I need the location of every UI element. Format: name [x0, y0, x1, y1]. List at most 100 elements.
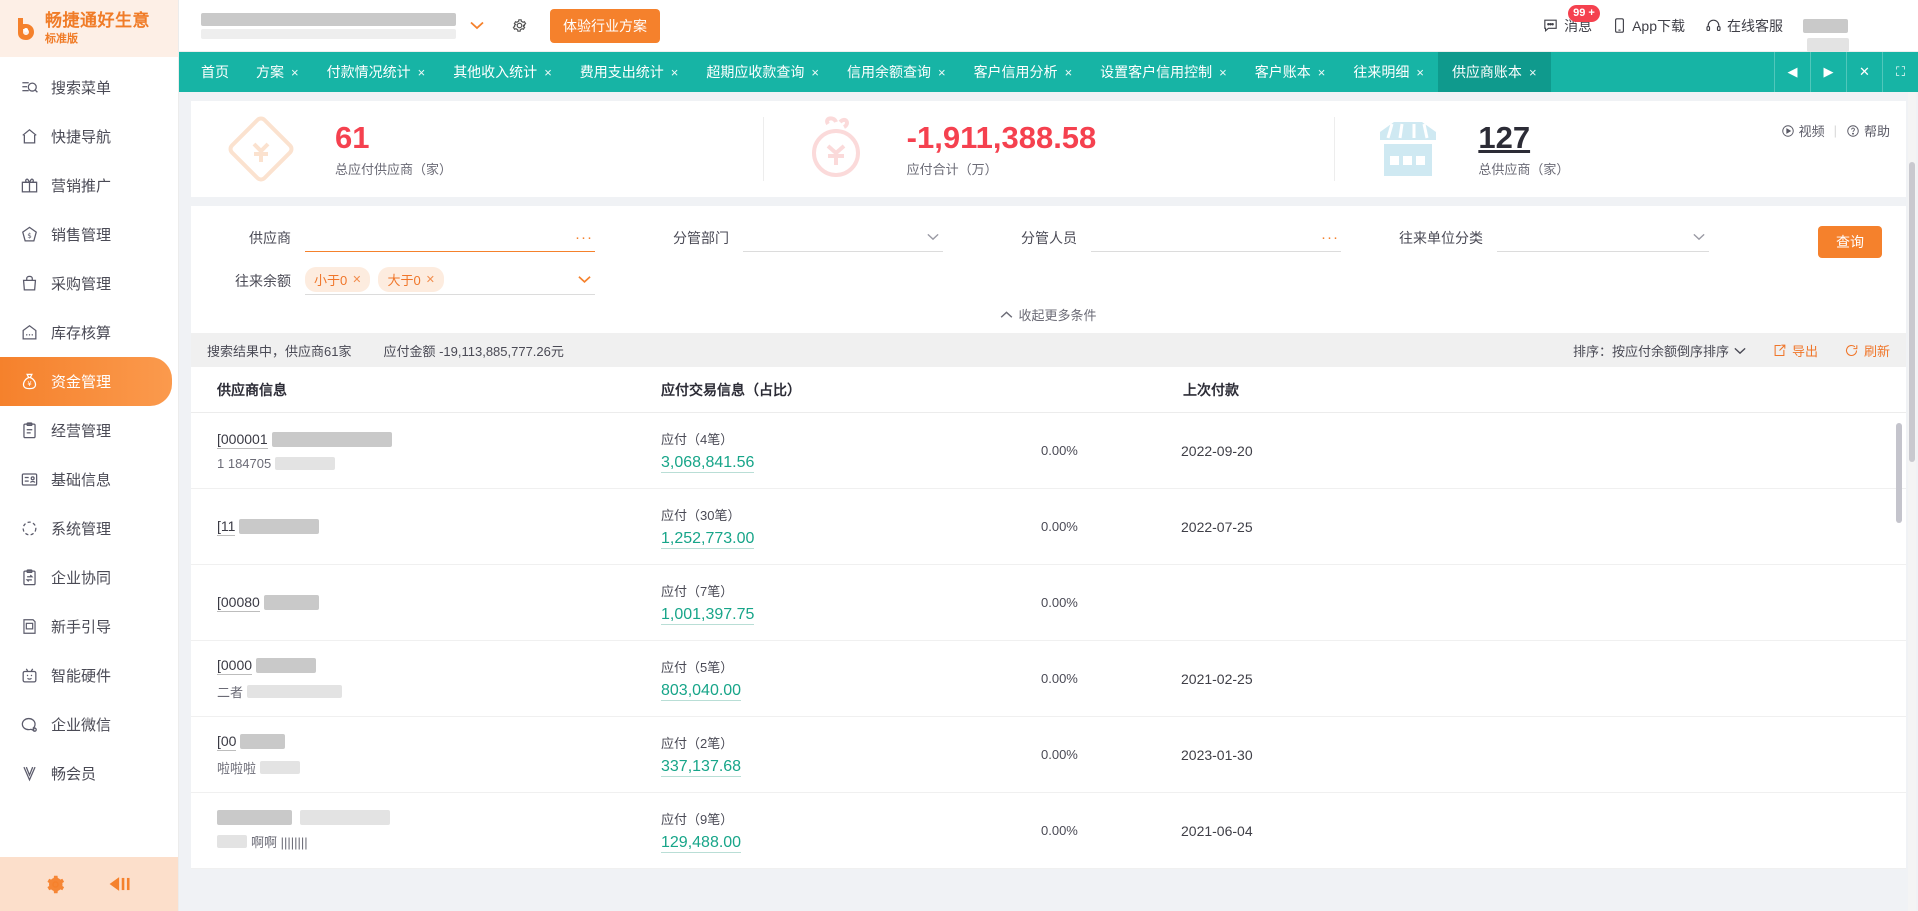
- supplier-code[interactable]: [000001: [217, 431, 661, 449]
- tab-scroll-right-icon[interactable]: ▶: [1810, 52, 1846, 92]
- sidebar-item-fund-management[interactable]: ¥ 资金管理: [0, 357, 172, 406]
- experience-industry-solution-button[interactable]: 体验行业方案: [550, 8, 660, 43]
- filter-control[interactable]: ···: [305, 222, 595, 252]
- messages-button[interactable]: 消息 99 +: [1542, 4, 1600, 36]
- tab-transaction-details[interactable]: 往来明细 ×: [1339, 52, 1438, 92]
- chevron-down-icon[interactable]: [927, 230, 939, 244]
- sidebar-item-smart-device[interactable]: 智能硬件: [0, 651, 178, 700]
- sidebar-item-wechat-work[interactable]: 企业微信: [0, 700, 178, 749]
- video-link[interactable]: 视频: [1781, 121, 1825, 140]
- tab-supplier-ledger[interactable]: 供应商账本 ×: [1437, 52, 1551, 92]
- table-row[interactable]: [000001 1 184705 应付（4笔） 3,068,841.56 0.0…: [191, 413, 1906, 489]
- tab-customer-credit-analysis[interactable]: 客户信用分析 ×: [960, 52, 1087, 92]
- chevron-down-icon[interactable]: [1693, 230, 1705, 244]
- filter-control[interactable]: [743, 222, 943, 252]
- collapse-more-conditions-button[interactable]: 收起更多条件: [1000, 305, 1097, 324]
- close-icon[interactable]: ×: [1317, 64, 1326, 80]
- page-scrollbar-thumb[interactable]: [1909, 162, 1915, 462]
- payable-amount[interactable]: 3,068,841.56: [661, 453, 755, 473]
- tab-expense-stats[interactable]: 费用支出统计 ×: [566, 52, 693, 92]
- filter-control[interactable]: [1497, 222, 1709, 252]
- close-icon[interactable]: ✕: [352, 274, 362, 286]
- close-icon[interactable]: ✕: [425, 274, 435, 286]
- manager-input[interactable]: ···: [1091, 222, 1341, 252]
- payable-amount[interactable]: 803,040.00: [661, 681, 742, 701]
- help-link[interactable]: 帮助: [1846, 121, 1890, 140]
- tab-credit-balance-query[interactable]: 信用余额查询 ×: [833, 52, 960, 92]
- sidebar-item-operations[interactable]: 经营管理: [0, 406, 178, 455]
- tab-overdue-receivable-query[interactable]: 超期应收款查询 ×: [692, 52, 833, 92]
- sidebar-item-sales[interactable]: $ 销售管理: [0, 210, 178, 259]
- sidebar-item-new-guide[interactable]: 新手引导: [0, 602, 178, 651]
- collapse-sidebar-icon[interactable]: [107, 875, 133, 893]
- department-select[interactable]: [743, 222, 943, 252]
- table-row[interactable]: 啊啊 |||||||| 应付（9笔） 129,488.00 0.00% 2021…: [191, 793, 1906, 869]
- query-button[interactable]: 查询: [1818, 226, 1882, 258]
- close-icon[interactable]: ×: [544, 64, 552, 80]
- filter-tag-greater-than-zero[interactable]: 大于0 ✕: [378, 267, 444, 292]
- tab-home[interactable]: 首页: [179, 52, 242, 92]
- tab-customer-ledger[interactable]: 客户账本 ×: [1241, 52, 1340, 92]
- filter-control[interactable]: ···: [1091, 222, 1341, 252]
- close-icon[interactable]: ×: [417, 64, 426, 80]
- sidebar-item-quick-nav[interactable]: 快捷导航: [0, 112, 178, 161]
- unit-category-select[interactable]: [1497, 222, 1709, 252]
- payable-amount[interactable]: 129,488.00: [661, 833, 742, 853]
- sidebar-item-basic-info[interactable]: 基础信息: [0, 455, 178, 504]
- gear-icon[interactable]: [511, 17, 528, 34]
- app-download-button[interactable]: App下载: [1612, 16, 1685, 36]
- close-icon[interactable]: ×: [1219, 64, 1227, 80]
- close-icon[interactable]: ×: [291, 64, 299, 80]
- payable-amount[interactable]: 1,252,773.00: [661, 529, 755, 549]
- sort-selector[interactable]: 排序：按应付余额倒序排序: [1573, 341, 1746, 360]
- export-button[interactable]: 导出: [1772, 341, 1818, 360]
- filter-tag-less-than-zero[interactable]: 小于0 ✕: [305, 267, 371, 292]
- close-icon[interactable]: ×: [1416, 64, 1424, 80]
- table-row[interactable]: [11 应付（30笔） 1,252,773.00 0.00% 2022-07-2…: [191, 489, 1906, 565]
- tab-scroll-left-icon[interactable]: ◀: [1774, 52, 1810, 92]
- tab-scheme[interactable]: 方案 ×: [242, 52, 313, 92]
- sidebar-item-vip-member[interactable]: 畅会员: [0, 749, 178, 798]
- sidebar-item-inventory[interactable]: 库存核算: [0, 308, 178, 357]
- card-value[interactable]: 127: [1478, 120, 1531, 155]
- org-selector[interactable]: [201, 12, 491, 39]
- table-row[interactable]: [0000 二者 应付（5笔） 803,040.00 0.00% 2021-02: [191, 641, 1906, 717]
- chevron-down-icon[interactable]: [470, 18, 484, 33]
- sidebar-item-marketing[interactable]: 营销推广: [0, 161, 178, 210]
- supplier-input[interactable]: ···: [305, 222, 595, 252]
- page-scrollbar[interactable]: [1908, 92, 1916, 911]
- refresh-button[interactable]: 刷新: [1844, 341, 1890, 360]
- payable-amount[interactable]: 1,001,397.75: [661, 605, 755, 625]
- filter-control[interactable]: 小于0 ✕ 大于0 ✕: [305, 265, 595, 295]
- table-row[interactable]: [00 啦啦啦 应付（2笔） 337,137.68 0.00% 2023-01-: [191, 717, 1906, 793]
- tab-close-all-icon[interactable]: ✕: [1846, 52, 1882, 92]
- table-row[interactable]: [00080 应付（7笔） 1,001,397.75 0.00%: [191, 565, 1906, 641]
- close-icon[interactable]: ×: [937, 64, 946, 80]
- sidebar-item-collaboration[interactable]: 企业协同: [0, 553, 178, 602]
- balance-multiselect[interactable]: 小于0 ✕ 大于0 ✕: [305, 265, 595, 295]
- ellipsis-icon[interactable]: ···: [575, 229, 593, 246]
- tab-other-income-stats[interactable]: 其他收入统计 ×: [439, 52, 566, 92]
- table-scrollbar-thumb[interactable]: [1896, 423, 1902, 523]
- close-icon[interactable]: ×: [1528, 64, 1537, 80]
- sidebar-item-search-menu[interactable]: 搜索菜单: [0, 63, 178, 112]
- tab-payment-stats[interactable]: 付款情况统计 ×: [313, 52, 440, 92]
- close-icon[interactable]: ×: [1064, 64, 1073, 80]
- supplier-code[interactable]: [00: [217, 733, 661, 751]
- sidebar-item-purchasing[interactable]: 采购管理: [0, 259, 178, 308]
- sidebar-item-system[interactable]: 系统管理: [0, 504, 178, 553]
- online-support-button[interactable]: 在线客服: [1705, 16, 1783, 36]
- payable-amount[interactable]: 337,137.68: [661, 757, 742, 777]
- gear-icon[interactable]: [45, 874, 66, 895]
- avatar[interactable]: [1803, 18, 1898, 52]
- chevron-down-icon[interactable]: [578, 273, 591, 287]
- supplier-code[interactable]: [0000: [217, 657, 661, 675]
- supplier-code[interactable]: [11: [217, 518, 661, 536]
- ellipsis-icon[interactable]: ···: [1321, 229, 1339, 246]
- tab-fullscreen-icon[interactable]: ⛶: [1882, 52, 1918, 92]
- supplier-code[interactable]: [217, 810, 661, 825]
- supplier-code[interactable]: [00080: [217, 594, 661, 612]
- tab-set-customer-credit-control[interactable]: 设置客户信用控制 ×: [1086, 52, 1241, 92]
- close-icon[interactable]: ×: [670, 64, 679, 80]
- close-icon[interactable]: ×: [811, 64, 819, 80]
